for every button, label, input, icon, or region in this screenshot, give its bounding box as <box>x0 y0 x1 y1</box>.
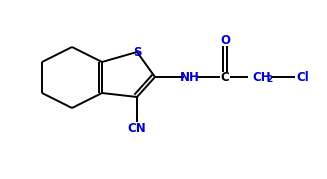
Text: NH: NH <box>180 71 200 83</box>
Text: CN: CN <box>128 122 146 134</box>
Text: 2: 2 <box>267 74 273 83</box>
Text: O: O <box>220 33 230 47</box>
Text: CH: CH <box>253 71 271 83</box>
Text: C: C <box>221 71 229 83</box>
Text: S: S <box>133 45 141 59</box>
Text: Cl: Cl <box>297 71 309 83</box>
